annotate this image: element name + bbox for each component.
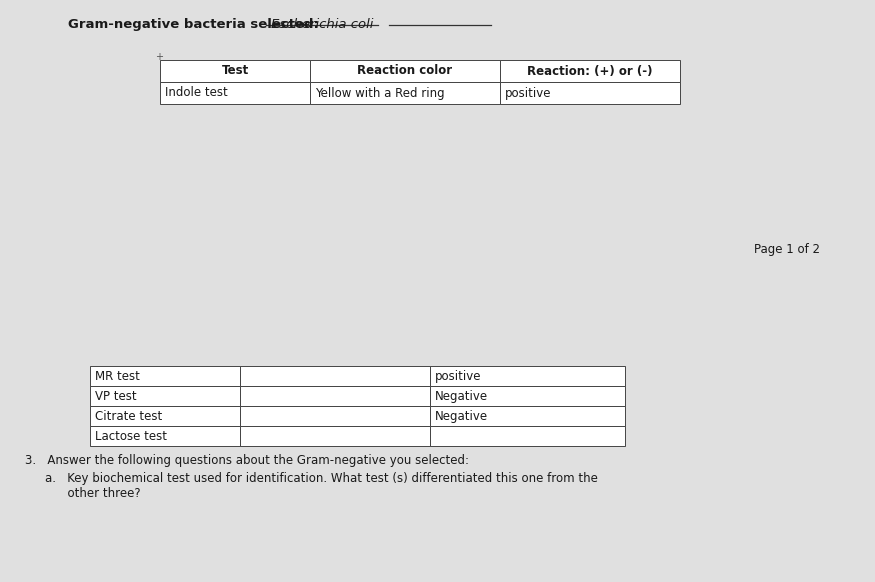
Bar (310, 82, 500, 104)
Text: Negative: Negative (435, 410, 488, 423)
Text: other three?: other three? (45, 487, 141, 501)
Text: Reaction: (+) or (-): Reaction: (+) or (-) (528, 65, 653, 77)
Text: Lactose test: Lactose test (95, 430, 167, 443)
Text: Citrate test: Citrate test (95, 410, 162, 423)
Bar (430, 427, 625, 446)
Bar (430, 406, 625, 427)
Bar (430, 386, 625, 406)
Text: VP test: VP test (95, 390, 136, 403)
Bar (90, 386, 240, 406)
Bar (500, 82, 680, 104)
Bar (240, 427, 430, 446)
Text: Reaction color: Reaction color (358, 65, 452, 77)
Text: Test: Test (221, 65, 248, 77)
Text: Indole test: Indole test (165, 87, 228, 100)
Bar (160, 82, 310, 104)
Text: Escherichia coli: Escherichia coli (271, 18, 374, 31)
Bar (90, 427, 240, 446)
Bar (430, 367, 625, 386)
Text: 3.   Answer the following questions about the Gram-negative you selected:: 3. Answer the following questions about … (25, 455, 469, 467)
Text: Gram-negative bacteria selected:: Gram-negative bacteria selected: (68, 18, 318, 31)
Bar (240, 367, 430, 386)
Text: +: + (155, 52, 163, 62)
Bar (90, 367, 240, 386)
Bar (310, 60, 500, 82)
Text: Yellow with a Red ring: Yellow with a Red ring (315, 87, 444, 100)
Bar (240, 386, 430, 406)
Text: MR test: MR test (95, 370, 140, 383)
Text: positive: positive (505, 87, 551, 100)
Text: positive: positive (435, 370, 481, 383)
Bar (90, 406, 240, 427)
Text: Page 1 of 2: Page 1 of 2 (754, 243, 820, 256)
Bar (160, 60, 310, 82)
Text: a.   Key biochemical test used for identification. What test (s) differentiated : a. Key biochemical test used for identif… (45, 473, 598, 485)
Text: Negative: Negative (435, 390, 488, 403)
Bar (240, 406, 430, 427)
Bar (500, 60, 680, 82)
